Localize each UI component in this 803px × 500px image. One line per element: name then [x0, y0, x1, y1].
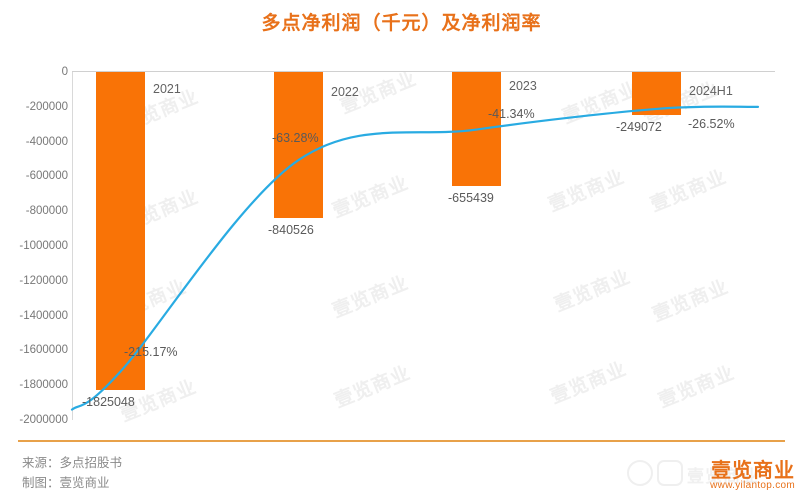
y-tick-label: -400000: [25, 135, 68, 148]
bar-2023: [452, 72, 501, 187]
bar-2022: [274, 72, 323, 219]
category-label-2022: 2022: [331, 85, 359, 99]
y-tick-label: -800000: [25, 205, 68, 218]
y-axis-tick-labels: 0 -200000 -400000 -600000 -800000 -1000000 -12…: [0, 0, 68, 500]
footer-source: 来源：多点招股书: [22, 456, 123, 470]
watermark-text: 壹览商业: [545, 166, 628, 217]
brand-url: www.yilantop.com: [710, 480, 795, 491]
bar-2021: [96, 72, 145, 390]
category-label-2021: 2021: [153, 82, 181, 96]
bar-value-label-2024H1: -249072: [616, 120, 662, 135]
net-margin-line-path: [70, 105, 760, 411]
chart-title: 多点净利润（千元）及净利润率: [261, 13, 542, 34]
bar-value-label-2023: -655439: [448, 191, 494, 206]
wechat-icon: [657, 460, 683, 486]
y-axis-line: [72, 72, 73, 420]
category-label-2023: 2023: [509, 79, 537, 93]
y-tick-label: -1000000: [19, 240, 68, 252]
margin-value-label-2024H1: -26.52%: [688, 117, 735, 131]
category-label-2024H1: 2024H1: [689, 84, 733, 98]
watermark-text: 壹览商业: [649, 276, 732, 327]
brand-name: 壹览商业: [711, 460, 795, 482]
y-tick-label: -2000000: [19, 414, 68, 426]
x-axis-line: [72, 71, 775, 72]
margin-value-label-2023: -41.34%: [488, 107, 535, 121]
watermark-text: 壹览商业: [655, 362, 738, 413]
y-tick-label: -1800000: [19, 379, 68, 392]
bar-value-label-2022: -840526: [268, 223, 314, 238]
watermark-text: 壹览商业: [329, 172, 412, 223]
watermark-text: 壹览商业: [551, 266, 634, 317]
bar-2024H1: [632, 72, 681, 116]
y-tick-label: -1600000: [19, 344, 68, 357]
brand-ghost-text: 壹览商业: [687, 467, 759, 486]
footer-credit: 制图：壹览商业: [22, 476, 110, 490]
weibo-icon: [627, 460, 653, 486]
y-tick-label: -200000: [25, 100, 68, 113]
footer-divider: [18, 440, 785, 442]
margin-value-label-2021: -215.17%: [124, 345, 178, 359]
watermark-text: 壹览商业: [331, 362, 414, 413]
watermark-text: 壹览商业: [547, 358, 630, 409]
y-tick-label: -1400000: [19, 309, 68, 322]
y-tick-label: -1200000: [19, 274, 68, 287]
margin-value-label-2022: -63.28%: [272, 131, 319, 145]
watermark-text: 壹览商业: [329, 272, 412, 323]
bar-value-label-2021: -1825048: [82, 394, 135, 409]
watermark-text: 壹览商业: [647, 166, 730, 217]
y-tick-label: 0: [61, 66, 68, 78]
y-tick-label: -600000: [25, 170, 68, 183]
brand-logo-block: 壹览商业 壹览商业 www.yilantop.com: [625, 452, 795, 496]
